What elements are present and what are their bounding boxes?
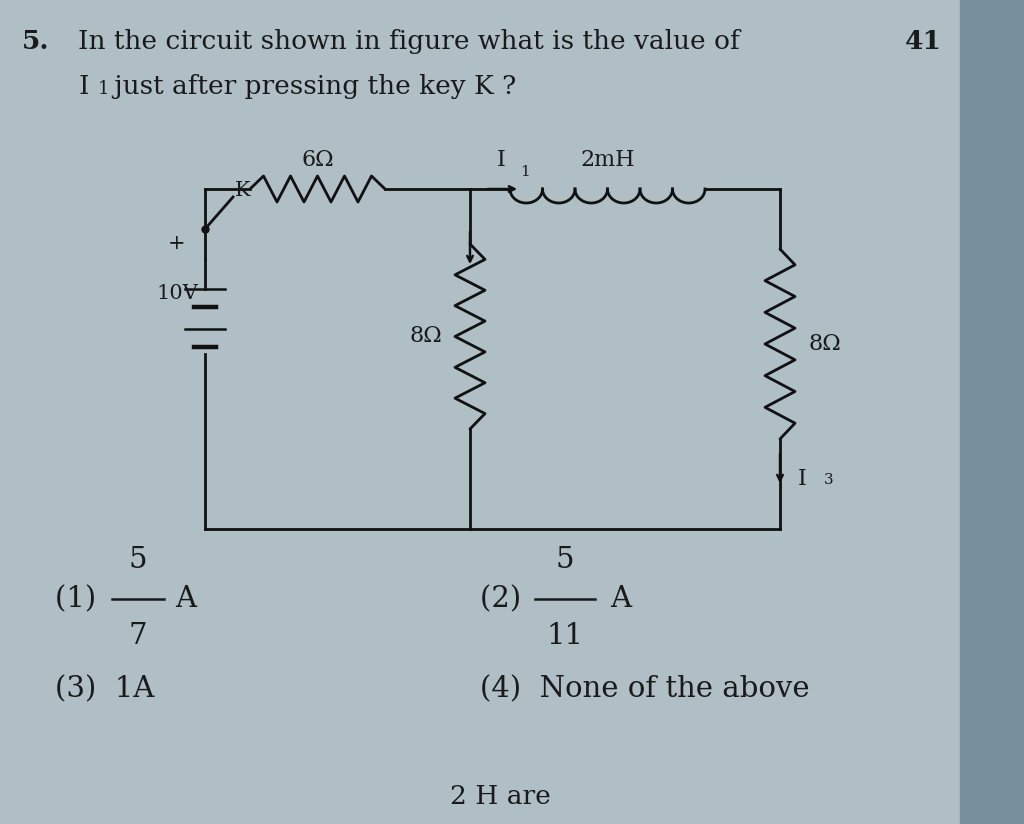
Text: (2): (2) [480,585,530,613]
Text: 10V: 10V [156,284,198,303]
Text: 8Ω: 8Ω [410,325,442,348]
Text: I: I [798,468,807,490]
Text: (4)  None of the above: (4) None of the above [480,675,810,703]
Text: 5: 5 [556,546,574,574]
Text: 1: 1 [98,80,110,98]
Text: I: I [78,74,88,99]
Text: 2 H are: 2 H are [450,784,550,808]
Text: 5: 5 [129,546,147,574]
Text: +: + [168,235,185,254]
Text: 1: 1 [520,165,529,179]
Text: 8Ω: 8Ω [808,333,841,355]
Text: A: A [610,585,631,613]
Text: 5.: 5. [22,29,49,54]
Text: 11: 11 [547,622,584,650]
Text: 3: 3 [824,473,834,487]
Text: 41: 41 [905,29,942,54]
Text: I: I [497,149,506,171]
Text: K: K [236,181,251,200]
Text: A: A [175,585,197,613]
Bar [961,0,1024,824]
Text: (1): (1) [55,585,105,613]
Text: 2mH: 2mH [581,149,635,171]
Text: just after pressing the key K ?: just after pressing the key K ? [106,74,516,99]
Text: 6Ω: 6Ω [301,149,334,171]
Text: (3)  1A: (3) 1A [55,675,155,703]
Text: In the circuit shown in figure what is the value of: In the circuit shown in figure what is t… [78,29,739,54]
Text: 7: 7 [129,622,147,650]
